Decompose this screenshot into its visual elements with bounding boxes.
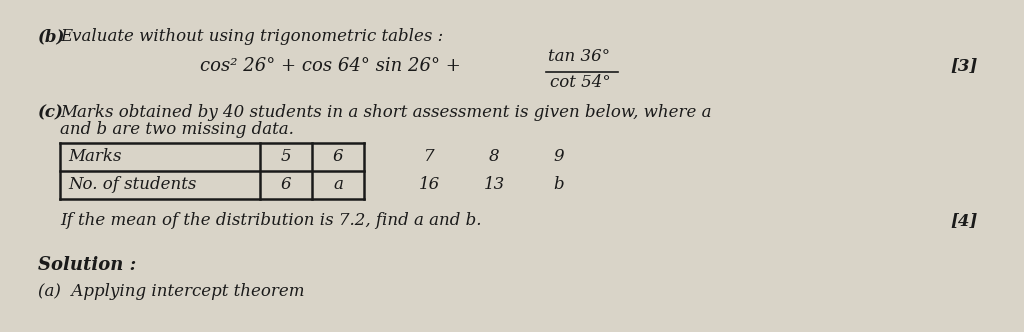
Text: tan 36°: tan 36° — [548, 48, 610, 65]
Text: 6: 6 — [281, 176, 291, 193]
Text: 16: 16 — [419, 176, 439, 193]
Text: 9: 9 — [554, 148, 564, 165]
Text: 8: 8 — [488, 148, 500, 165]
Text: Marks obtained by 40 students in a short assessment is given below, where a: Marks obtained by 40 students in a short… — [60, 104, 712, 121]
Text: 7: 7 — [424, 148, 434, 165]
Text: [3]: [3] — [950, 57, 977, 74]
Text: cot 54°: cot 54° — [550, 74, 610, 91]
Text: a: a — [333, 176, 343, 193]
Text: (c): (c) — [38, 104, 63, 121]
Text: 13: 13 — [483, 176, 505, 193]
Text: 5: 5 — [281, 148, 291, 165]
Text: If the mean of the distribution is 7.2, find a and b.: If the mean of the distribution is 7.2, … — [60, 212, 481, 229]
Text: Evaluate without using trigonometric tables :: Evaluate without using trigonometric tab… — [60, 28, 443, 45]
Text: Marks: Marks — [68, 148, 122, 165]
Text: b: b — [554, 176, 564, 193]
Text: Solution :: Solution : — [38, 256, 136, 274]
Text: 6: 6 — [333, 148, 343, 165]
Text: (a)  Applying intercept theorem: (a) Applying intercept theorem — [38, 283, 304, 300]
Text: [4]: [4] — [950, 212, 977, 229]
Text: cos² 26° + cos 64° sin 26° +: cos² 26° + cos 64° sin 26° + — [200, 57, 461, 75]
Text: No. of students: No. of students — [68, 176, 197, 193]
Text: (b): (b) — [38, 28, 66, 45]
Text: and b are two missing data.: and b are two missing data. — [60, 121, 294, 138]
